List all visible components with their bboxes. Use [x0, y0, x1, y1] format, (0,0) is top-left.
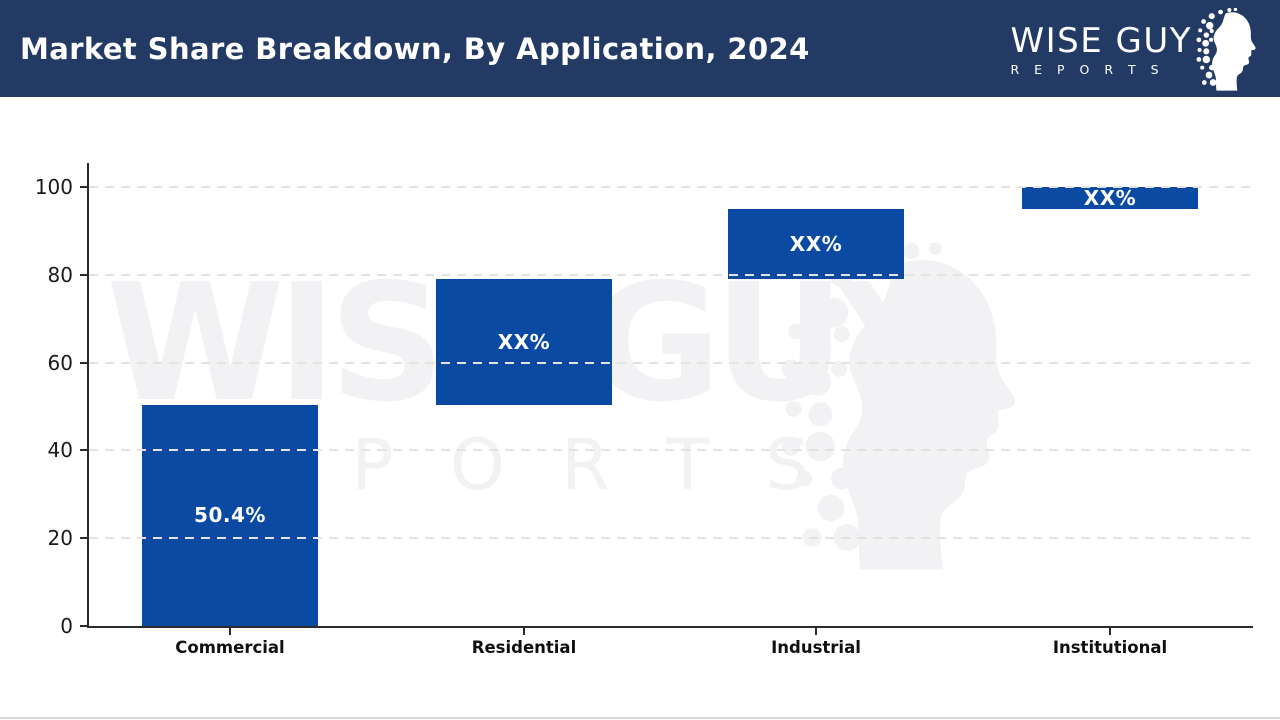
- x-tick-mark: [523, 626, 525, 635]
- bar-commercial: [142, 404, 318, 626]
- y-tick-label: 20: [47, 526, 73, 551]
- y-tick-label: 60: [47, 350, 73, 375]
- chart-canvas: WISE GUY R E P O R T S 50.4% Commercial XX…: [0, 97, 1280, 717]
- gridline: [89, 186, 1253, 188]
- chart-title: Market Share Breakdown, By Application, …: [20, 31, 810, 66]
- bar-plot: 50.4% Commercial XX% Residential XX% Industri…: [0, 97, 1280, 717]
- bar-value-label: 50.4%: [194, 503, 266, 528]
- x-tick-mark: [815, 626, 817, 635]
- y-axis-line: [87, 163, 89, 628]
- dot-head-icon: [1196, 8, 1256, 91]
- x-category-label: Commercial: [175, 638, 285, 657]
- x-category-label: Institutional: [1052, 638, 1168, 657]
- y-tick-mark: [80, 449, 89, 452]
- x-tick-mark: [229, 626, 231, 635]
- x-category-label: Residential: [471, 638, 577, 657]
- x-category-label: Industrial: [771, 638, 861, 657]
- header-bar: Market Share Breakdown, By Application, …: [0, 0, 1280, 97]
- bottom-border: [0, 717, 1280, 719]
- logo-wordmark-block: WISE GUY R E P O R T S: [1010, 24, 1192, 77]
- gridline: [89, 449, 1253, 452]
- y-tick-mark: [80, 361, 89, 364]
- bar-value-label: XX%: [789, 232, 843, 257]
- logo-subtitle: R E P O R T S: [1010, 61, 1165, 77]
- wise-guy-logo: WISE GUY R E P O R T S: [1010, 8, 1270, 92]
- y-tick-mark: [80, 537, 89, 540]
- gridline: [89, 537, 1253, 540]
- bar-residential: [436, 279, 612, 405]
- logo-wordmark: WISE GUY: [1010, 20, 1192, 61]
- y-tick-mark: [80, 186, 89, 188]
- y-tick-mark: [80, 625, 89, 627]
- bar-value-label: XX%: [497, 329, 551, 354]
- y-tick-mark: [80, 273, 89, 276]
- x-tick-mark: [1109, 626, 1111, 635]
- y-tick-label: 100: [34, 175, 73, 199]
- bar-institutional: [1022, 187, 1198, 209]
- gridline: [89, 273, 1253, 276]
- gridline: [89, 361, 1253, 364]
- bar-value-label: XX%: [1083, 185, 1137, 210]
- x-axis-line: [87, 626, 1253, 628]
- y-tick-label: 40: [47, 438, 73, 463]
- y-tick-label: 80: [47, 262, 73, 287]
- y-tick-label: 0: [60, 614, 73, 638]
